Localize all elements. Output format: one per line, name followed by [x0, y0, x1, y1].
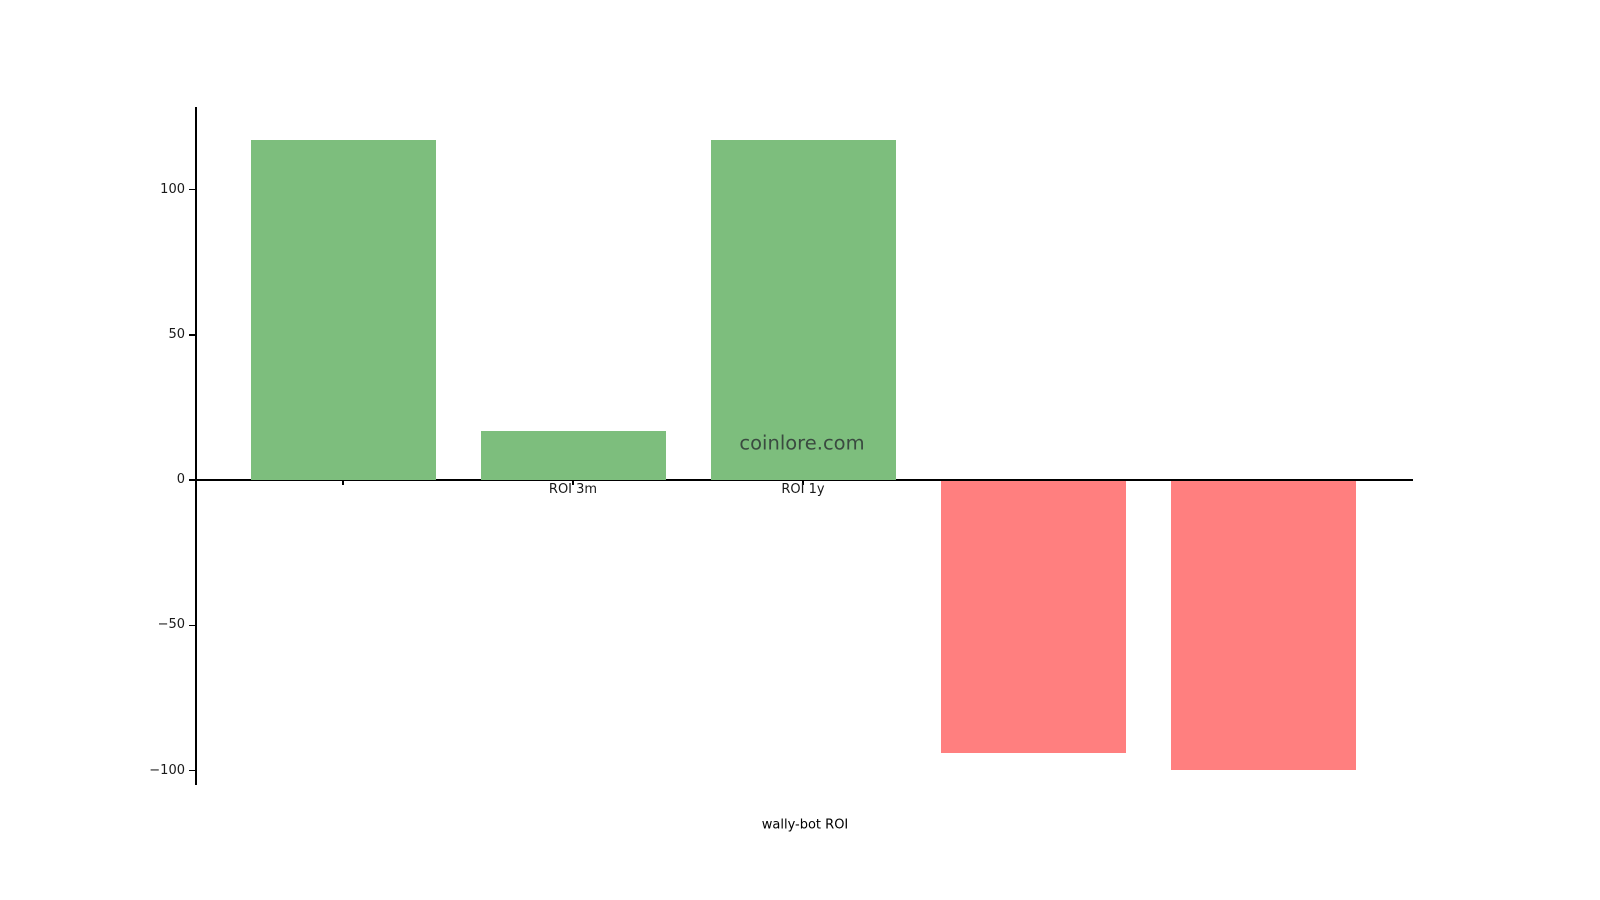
x-tick-label: ROI 1y [781, 482, 825, 497]
y-tick-mark [189, 334, 195, 336]
y-tick-mark [189, 188, 195, 191]
y-tick-label: −100 [149, 762, 185, 778]
y-tick-mark [189, 624, 195, 626]
y-axis-spine [195, 107, 197, 785]
y-tick-label: 0 [176, 472, 185, 487]
x-tick-mark [802, 480, 804, 485]
x-tick-mark [342, 480, 344, 485]
watermark-text: coinlore.com [739, 431, 865, 455]
y-tick-label: −50 [157, 617, 185, 633]
bar-series-4 [940, 481, 1126, 753]
bar-ROI 3m [480, 430, 666, 480]
x-tick-label: ROI 3m [548, 482, 598, 497]
y-tick-label: 50 [168, 326, 185, 342]
bar-ROI 1y [710, 140, 896, 480]
y-tick-mark [189, 479, 195, 481]
chart-title: wally-bot ROI [761, 817, 849, 833]
bar-series-1 [250, 140, 436, 480]
y-tick-label: 100 [160, 181, 185, 197]
y-tick-mark [189, 769, 195, 772]
x-tick-mark [572, 480, 574, 485]
bar-series-5 [1170, 481, 1356, 771]
